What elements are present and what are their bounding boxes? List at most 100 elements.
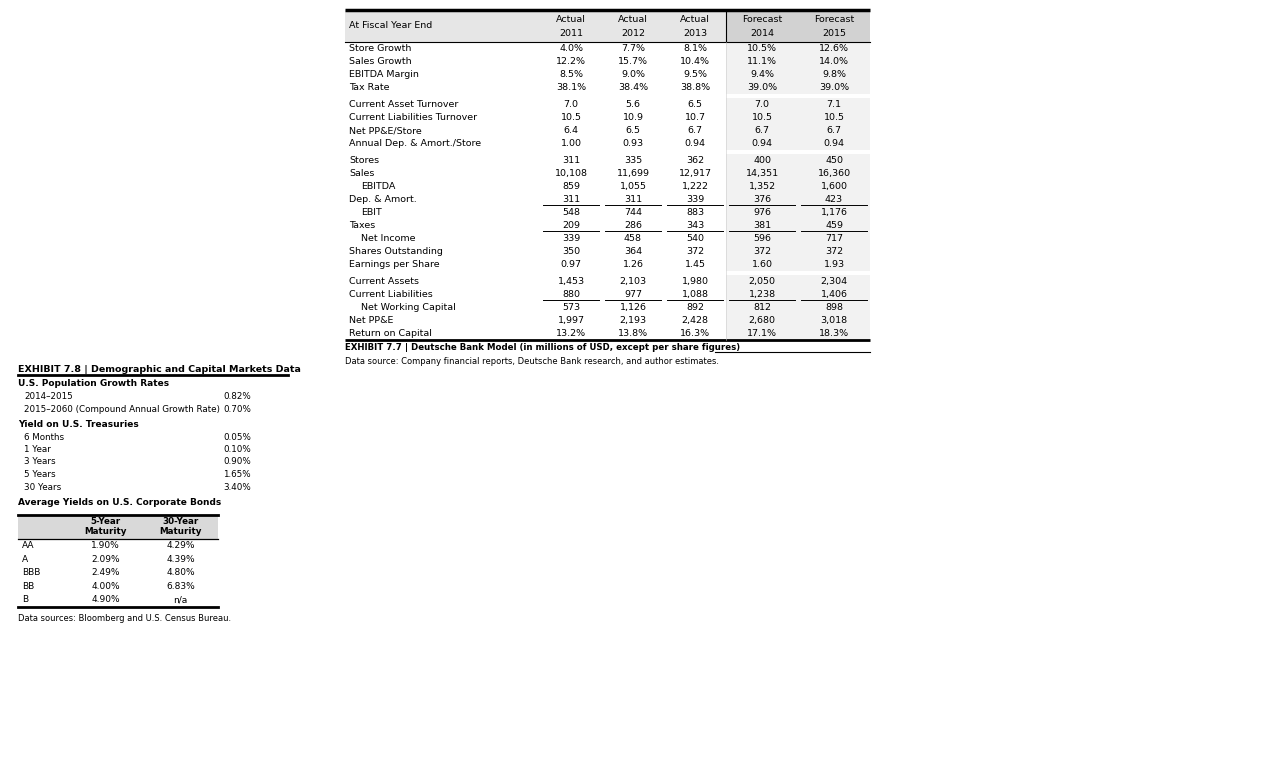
Text: B: B [22,595,28,604]
Text: 14.0%: 14.0% [819,57,849,66]
Text: 892: 892 [686,303,704,312]
Bar [726,42,870,55]
Bar [726,81,870,94]
Bar [726,137,870,150]
Text: Earnings per Share: Earnings per Share [349,260,439,269]
Bar [726,55,870,68]
Text: 5-Year: 5-Year [91,518,120,527]
Bar [726,219,870,232]
Text: Current Assets: Current Assets [349,277,419,286]
Text: 30 Years: 30 Years [24,483,61,492]
Text: 372: 372 [824,247,844,256]
Bar [726,98,870,111]
Text: 883: 883 [686,208,704,217]
Text: 311: 311 [562,195,580,204]
Text: 30-Year: 30-Year [163,518,198,527]
Text: 1.60: 1.60 [751,260,773,269]
Text: 1,126: 1,126 [620,303,646,312]
Text: 4.90%: 4.90% [91,595,120,604]
Text: 1,600: 1,600 [820,182,847,191]
Text: Maturity: Maturity [84,528,127,537]
Text: Data source: Company financial reports, Deutsche Bank research, and author estim: Data source: Company financial reports, … [346,357,719,367]
Text: 10,108: 10,108 [554,169,588,178]
Text: 400: 400 [753,156,771,165]
Text: 364: 364 [623,247,643,256]
Text: 372: 372 [753,247,771,256]
Text: 2,193: 2,193 [620,316,646,325]
Text: Return on Capital: Return on Capital [349,329,431,338]
Text: 350: 350 [562,247,580,256]
Text: 311: 311 [562,156,580,165]
Text: 2014–2015: 2014–2015 [24,392,73,401]
Text: 1 Year: 1 Year [24,445,51,454]
Text: Net PP&E/Store: Net PP&E/Store [349,126,421,135]
Text: 286: 286 [625,221,643,230]
Text: 0.94: 0.94 [823,139,845,148]
Text: Sales Growth: Sales Growth [349,57,412,66]
Text: 38.4%: 38.4% [618,83,648,92]
Text: 18.3%: 18.3% [819,329,849,338]
Text: BBB: BBB [22,568,41,578]
Text: 39.0%: 39.0% [819,83,849,92]
Text: 2011: 2011 [559,29,582,37]
Text: 7.1: 7.1 [827,100,841,109]
Text: 311: 311 [623,195,643,204]
Text: 1.90%: 1.90% [91,541,120,550]
Text: 596: 596 [753,234,771,243]
Text: 14,351: 14,351 [745,169,778,178]
Text: 15.7%: 15.7% [618,57,648,66]
Text: 10.7: 10.7 [685,113,705,122]
Text: 3.40%: 3.40% [223,483,251,492]
Text: Average Yields on U.S. Corporate Bonds: Average Yields on U.S. Corporate Bonds [18,498,221,507]
Text: 9.0%: 9.0% [621,70,645,79]
Text: 880: 880 [562,290,580,299]
Text: Maturity: Maturity [159,528,202,537]
Text: 1.65%: 1.65% [223,470,251,479]
Text: 16.3%: 16.3% [680,329,710,338]
Bar [726,327,870,340]
Text: 6.4: 6.4 [563,126,579,135]
Text: Sales: Sales [349,169,374,178]
Bar [726,111,870,124]
Text: Net Income: Net Income [361,234,416,243]
Text: Store Growth: Store Growth [349,44,411,53]
Bar [726,68,870,81]
Text: 2,304: 2,304 [820,277,847,286]
Text: 1,406: 1,406 [820,290,847,299]
Text: 10.5: 10.5 [561,113,581,122]
Text: 362: 362 [686,156,704,165]
Text: 6.5: 6.5 [687,100,703,109]
Text: 0.94: 0.94 [751,139,773,148]
Text: 2,103: 2,103 [620,277,646,286]
Text: 10.5: 10.5 [751,113,773,122]
Text: 9.8%: 9.8% [822,70,846,79]
Text: Forecast: Forecast [814,14,854,24]
Text: 8.1%: 8.1% [684,44,707,53]
Text: 1.93: 1.93 [823,260,845,269]
Text: 0.93: 0.93 [622,139,644,148]
Text: 3,018: 3,018 [820,316,847,325]
Text: 2015: 2015 [822,29,846,37]
Bar [726,275,870,288]
Text: 1,453: 1,453 [557,277,585,286]
Bar [726,232,870,245]
Text: 898: 898 [826,303,844,312]
Text: Tax Rate: Tax Rate [349,83,389,92]
Text: 12,917: 12,917 [678,169,712,178]
Text: Current Liabilities: Current Liabilities [349,290,433,299]
Text: Actual: Actual [556,14,586,24]
Text: 744: 744 [625,208,643,217]
Text: 812: 812 [753,303,771,312]
Text: 7.0: 7.0 [754,100,769,109]
Bar [726,154,870,167]
Text: 976: 976 [753,208,771,217]
Text: Current Asset Turnover: Current Asset Turnover [349,100,458,109]
Text: 2,428: 2,428 [681,316,709,325]
Text: 573: 573 [562,303,580,312]
Text: At Fiscal Year End: At Fiscal Year End [349,21,433,30]
Text: 1.26: 1.26 [622,260,644,269]
Text: 717: 717 [826,234,844,243]
Text: 6 Months: 6 Months [24,433,64,442]
Text: 459: 459 [826,221,844,230]
Text: 0.94: 0.94 [685,139,705,148]
